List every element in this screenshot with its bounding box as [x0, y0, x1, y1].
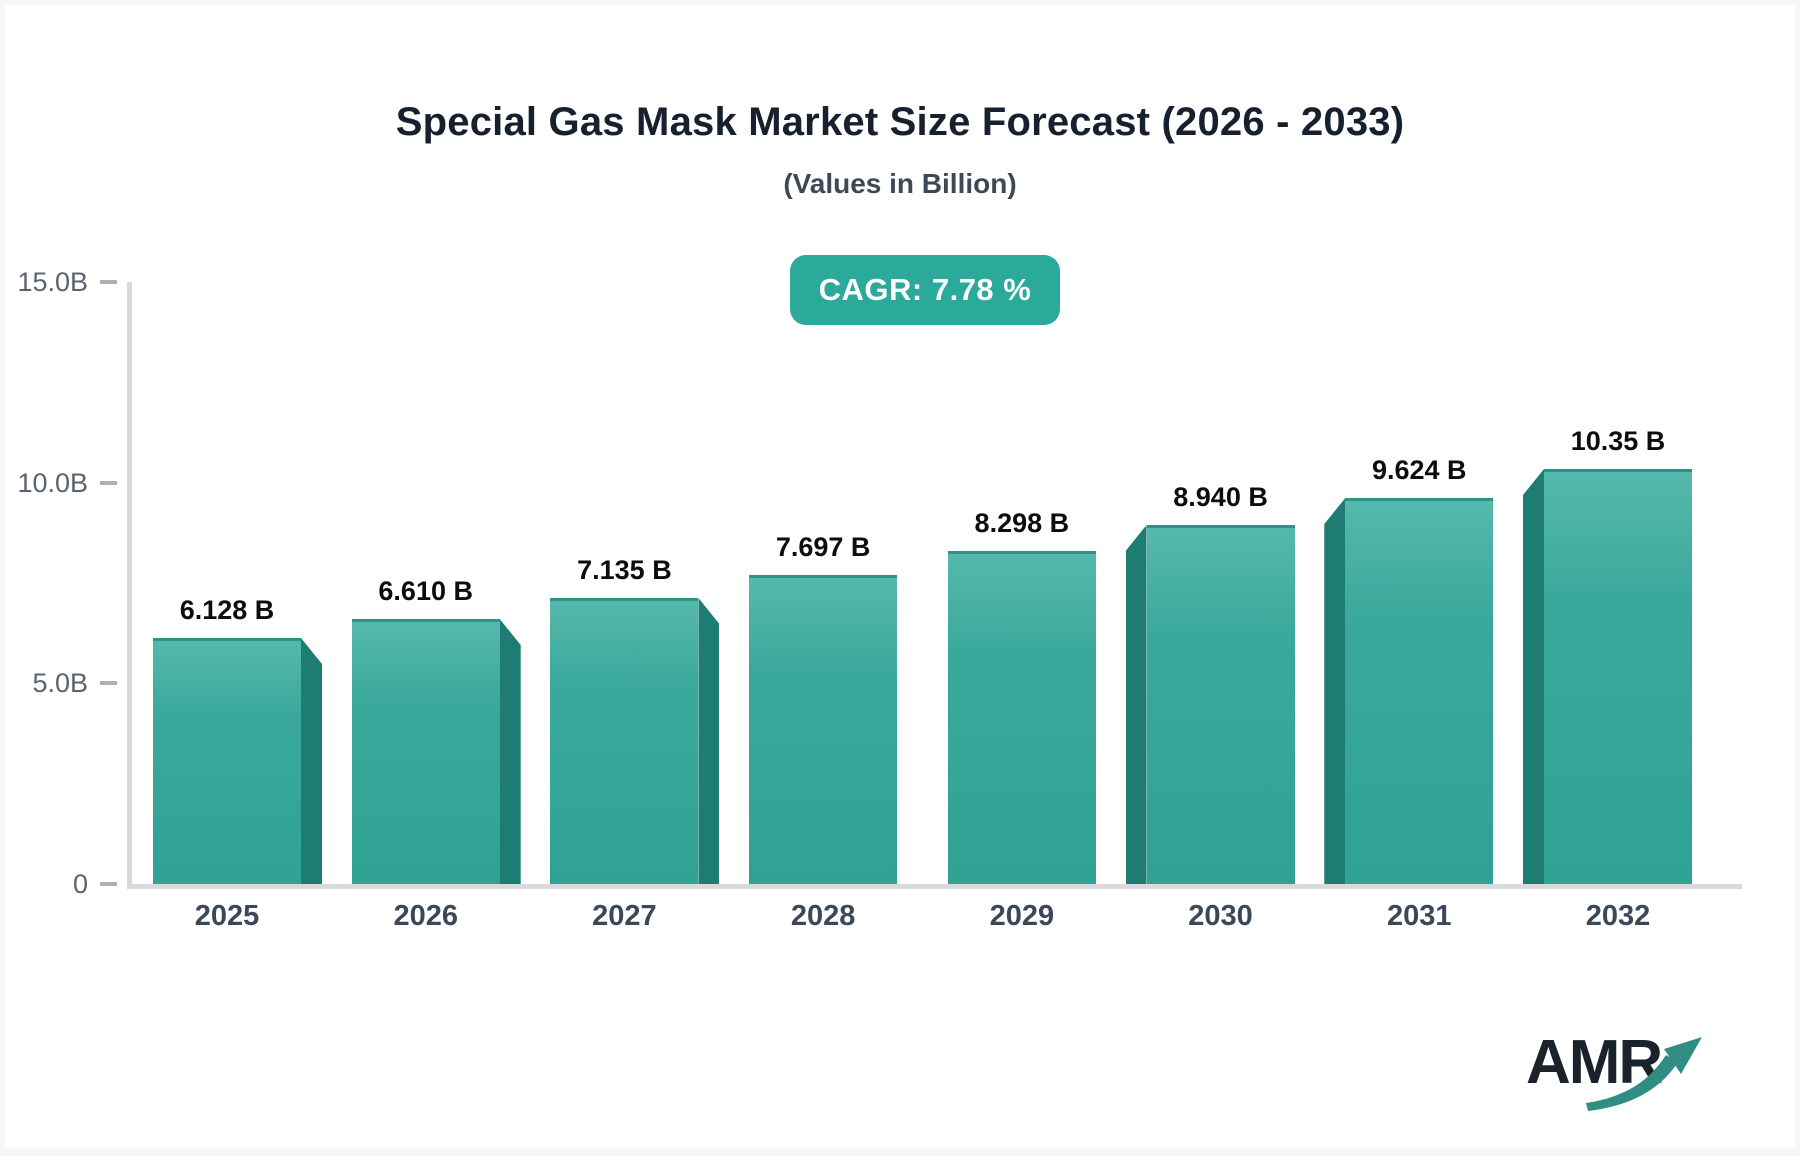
cagr-badge-label: CAGR: 7.78 %: [818, 272, 1032, 307]
chart-card: [5, 5, 1795, 1148]
bar-value-label: 8.940 B: [1173, 482, 1268, 512]
bar-value-label: 8.298 B: [974, 508, 1070, 538]
bar-side-face: [1324, 498, 1346, 884]
bar-value-label: 10.35 B: [1570, 426, 1666, 456]
x-axis-category-label: 2025: [194, 900, 260, 932]
x-axis-category-label: 2028: [790, 900, 856, 932]
y-axis-line: [127, 282, 132, 889]
y-axis-tick: [100, 480, 117, 485]
bar: [749, 575, 898, 884]
x-axis-line: [127, 884, 1742, 889]
y-axis-tick: [100, 280, 117, 285]
bar-value-label: 6.610 B: [378, 576, 473, 606]
x-axis-category-label: 2027: [592, 900, 657, 932]
bar-side-face: [301, 638, 322, 884]
cagr-badge: CAGR: 7.78 %: [790, 255, 1060, 325]
x-axis-category-label: 2032: [1585, 900, 1651, 932]
bar-value-label: 6.128 B: [179, 595, 275, 625]
bar: [153, 638, 301, 884]
bar-side-face: [1522, 469, 1544, 884]
bar: [550, 598, 699, 884]
chart-subtitle: (Values in Billion): [783, 168, 1017, 199]
y-axis-tick: [100, 882, 117, 886]
bar: [947, 551, 1096, 884]
amr-logo: AMR: [1526, 1032, 1766, 1152]
x-axis-category-label: 2031: [1387, 900, 1452, 932]
y-axis-tick-label: 0: [72, 869, 88, 899]
x-axis-category-label: 2030: [1188, 900, 1253, 932]
bar: [351, 619, 500, 884]
bar-value-label: 9.624 B: [1371, 455, 1467, 485]
y-axis-tick-label: 5.0B: [32, 668, 88, 699]
bar: [1146, 525, 1295, 884]
bar-value-label: 7.697 B: [775, 532, 871, 562]
bar-side-face: [499, 619, 521, 884]
bar-side-face: [1125, 525, 1147, 884]
bar-value-label: 7.135 B: [577, 555, 672, 585]
x-axis-category-label: 2026: [393, 900, 458, 932]
x-axis-category-label: 2029: [989, 900, 1055, 932]
growth-arrow-icon: [1586, 1037, 1702, 1111]
y-axis-tick-label: 10.0B: [17, 467, 88, 498]
chart-title: Special Gas Mask Market Size Forecast (2…: [395, 100, 1405, 144]
bar-side-face: [698, 598, 720, 884]
y-axis-tick-label: 15.0B: [17, 267, 88, 298]
bar: [1543, 469, 1692, 884]
y-axis-tick: [100, 681, 117, 686]
bar: [1345, 498, 1494, 884]
